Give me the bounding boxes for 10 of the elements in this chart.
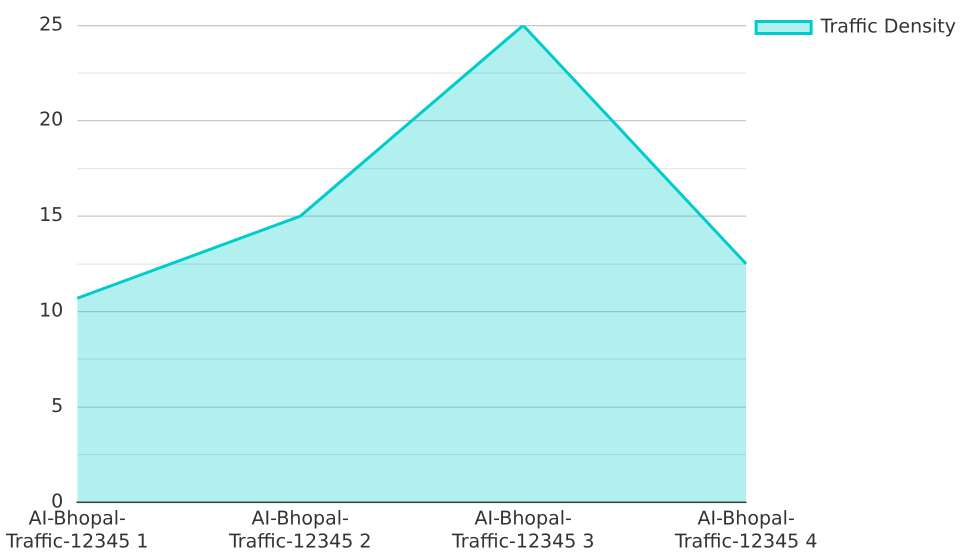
x-tick-label: AI-Bhopal-Traffic-12345 1 [4,508,149,553]
legend-label: Traffic Density [820,15,956,38]
x-tick-label: AI-Bhopal-Traffic-12345 3 [450,508,594,553]
x-tick-label: AI-Bhopal-Traffic-12345 2 [228,508,372,553]
y-tick-label: 10 [39,300,64,322]
y-tick-label: 25 [39,13,64,36]
y-tick-label: 5 [51,394,64,417]
y-tick-label: 15 [39,204,64,226]
y-tick-label: 20 [39,108,64,131]
x-tick-label: AI-Bhopal-Traffic-12345 4 [674,508,818,553]
